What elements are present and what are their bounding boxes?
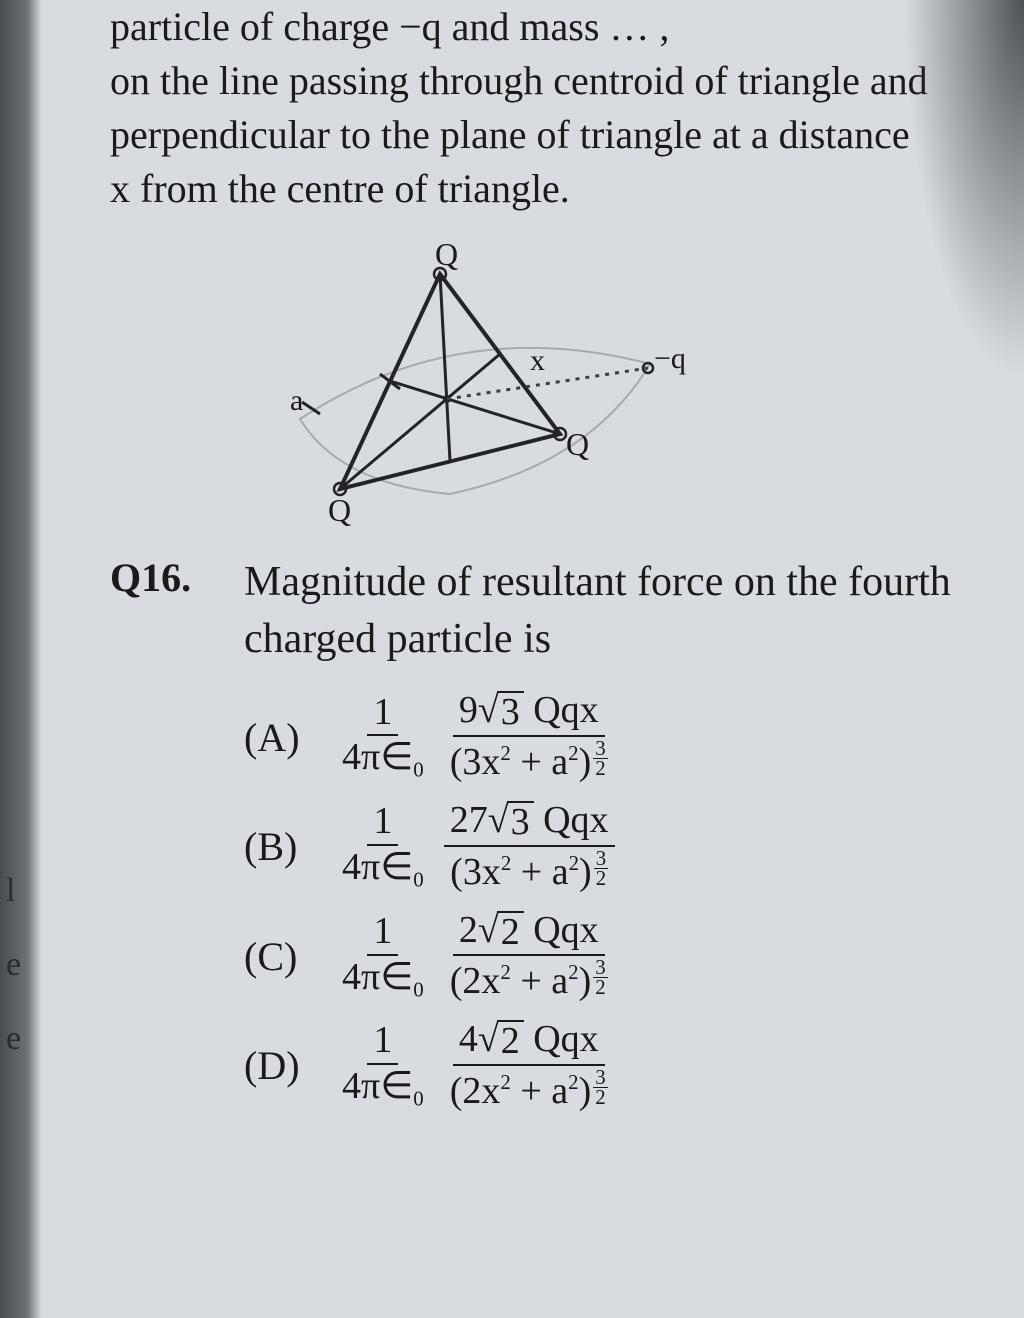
- options-list: (A) 1 4π∈0 9√3 Qqx (3x2 + a2)32: [244, 691, 974, 1111]
- edge-letter: e: [6, 946, 21, 984]
- power-three-halves: 32: [593, 1068, 607, 1107]
- edge-letter: l: [6, 872, 21, 910]
- intro-line: particle of charge −q and mass … ,: [110, 4, 669, 49]
- intro-paragraph: particle of charge −q and mass … , on th…: [110, 0, 974, 216]
- frac-den: 4π∈0: [336, 956, 430, 1001]
- frac-num: 1: [367, 693, 398, 737]
- sqrt: √3: [478, 691, 524, 733]
- option-c: (C) 1 4π∈0 2√2 Qqx (2x2 + a2)32: [244, 911, 974, 1003]
- option-b: (B) 1 4π∈0 27√3 Qqx (3x2 + a2)32: [244, 801, 974, 893]
- frac-num: 1: [367, 912, 398, 956]
- intro-line: x from the centre of triangle.: [110, 166, 570, 211]
- intro-line: on the line passing through centroid of …: [110, 58, 928, 103]
- question-text: Magnitude of resultant force on the four…: [244, 554, 974, 667]
- sqrt: √2: [478, 911, 524, 953]
- label-Q-bottom: Q: [328, 492, 351, 529]
- option-label: (C): [244, 933, 314, 980]
- option-label: (D): [244, 1042, 314, 1089]
- coulomb-constant-fraction: 1 4π∈0: [336, 1021, 430, 1110]
- frac-den: (3x2 + a2)32: [444, 737, 614, 783]
- coulomb-constant-fraction: 1 4π∈0: [336, 693, 430, 782]
- label-Q-top: Q: [435, 236, 458, 273]
- frac-den: 4π∈0: [336, 736, 430, 781]
- power-three-halves: 32: [594, 849, 608, 888]
- frac-num: 2√2 Qqx: [453, 911, 605, 957]
- label-x: x: [530, 344, 545, 378]
- question-row: Q16. Magnitude of resultant force on the…: [110, 554, 974, 667]
- label-Q-right: Q: [566, 426, 589, 463]
- sqrt: √2: [478, 1020, 524, 1062]
- edge-letter: e: [6, 1020, 21, 1058]
- frac-num: 1: [367, 802, 398, 846]
- edge-cropped-letters: l e e: [6, 872, 21, 1058]
- label-neg-q: −q: [654, 342, 686, 376]
- page-left-shadow: [0, 0, 42, 1318]
- option-expression: 1 4π∈0 4√2 Qqx (2x2 + a2)32: [332, 1020, 618, 1112]
- power-three-halves: 32: [593, 958, 607, 997]
- frac-num: 9√3 Qqx: [453, 691, 605, 737]
- option-label: (A): [244, 714, 314, 761]
- main-fraction: 9√3 Qqx (3x2 + a2)32: [444, 691, 614, 783]
- label-a: a: [290, 384, 303, 418]
- main-fraction: 27√3 Qqx (3x2 + a2)32: [444, 801, 615, 893]
- frac-num: 27√3 Qqx: [444, 801, 615, 847]
- sqrt: √3: [488, 801, 534, 843]
- frac-den: (2x2 + a2)32: [444, 1066, 614, 1112]
- coulomb-constant-fraction: 1 4π∈0: [336, 912, 430, 1001]
- main-fraction: 2√2 Qqx (2x2 + a2)32: [444, 911, 614, 1003]
- frac-den: (2x2 + a2)32: [444, 956, 614, 1002]
- frac-den: (3x2 + a2)32: [444, 847, 614, 893]
- main-fraction: 4√2 Qqx (2x2 + a2)32: [444, 1020, 614, 1112]
- option-a: (A) 1 4π∈0 9√3 Qqx (3x2 + a2)32: [244, 691, 974, 783]
- option-expression: 1 4π∈0 9√3 Qqx (3x2 + a2)32: [332, 691, 618, 783]
- option-d: (D) 1 4π∈0 4√2 Qqx (2x2 + a2)32: [244, 1020, 974, 1112]
- option-expression: 1 4π∈0 27√3 Qqx (3x2 + a2)32: [332, 801, 619, 893]
- plane-outline: [300, 348, 650, 494]
- page-content: particle of charge −q and mass … , on th…: [0, 0, 1024, 1160]
- frac-num: 1: [367, 1021, 398, 1065]
- side-tick: [380, 374, 400, 389]
- option-expression: 1 4π∈0 2√2 Qqx (2x2 + a2)32: [332, 911, 618, 1003]
- median: [440, 274, 450, 461]
- power-three-halves: 32: [593, 739, 607, 778]
- triangle-figure: Q Q Q a x −q: [230, 234, 690, 534]
- frac-den: 4π∈0: [336, 846, 430, 891]
- frac-den: 4π∈0: [336, 1065, 430, 1110]
- question-number: Q16.: [110, 554, 220, 601]
- frac-num: 4√2 Qqx: [453, 1020, 605, 1066]
- coulomb-constant-fraction: 1 4π∈0: [336, 802, 430, 891]
- option-label: (B): [244, 823, 314, 870]
- intro-line: perpendicular to the plane of triangle a…: [110, 112, 910, 157]
